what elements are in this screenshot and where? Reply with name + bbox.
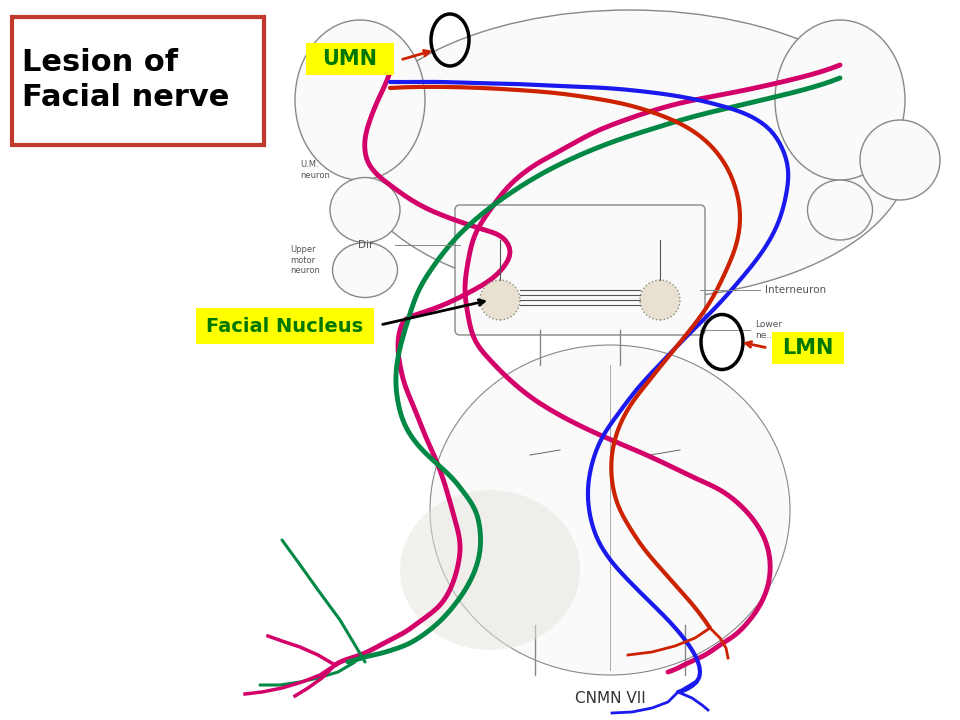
- Text: Lesion of
Facial nerve: Lesion of Facial nerve: [22, 48, 229, 112]
- Text: U.M.
neuron: U.M. neuron: [300, 161, 330, 180]
- Text: CNMN VII: CNMN VII: [575, 691, 645, 706]
- FancyBboxPatch shape: [196, 308, 374, 344]
- Text: Lower
ne...: Lower ne...: [755, 320, 782, 340]
- Ellipse shape: [350, 10, 910, 300]
- Ellipse shape: [807, 180, 873, 240]
- Ellipse shape: [330, 178, 400, 243]
- FancyBboxPatch shape: [306, 43, 394, 75]
- Text: LMN: LMN: [782, 338, 833, 358]
- Ellipse shape: [400, 490, 580, 650]
- Text: Upper
motor
neuron: Upper motor neuron: [290, 245, 320, 275]
- FancyBboxPatch shape: [772, 332, 844, 364]
- FancyBboxPatch shape: [12, 17, 264, 145]
- Text: Dir: Dir: [358, 240, 373, 250]
- Text: Interneuron: Interneuron: [765, 285, 827, 295]
- Ellipse shape: [775, 20, 905, 180]
- Text: Facial Nucleus: Facial Nucleus: [206, 317, 364, 336]
- Ellipse shape: [295, 20, 425, 180]
- Ellipse shape: [860, 120, 940, 200]
- Ellipse shape: [430, 345, 790, 675]
- Ellipse shape: [480, 280, 520, 320]
- Text: UMN: UMN: [323, 49, 377, 69]
- Ellipse shape: [640, 280, 680, 320]
- FancyBboxPatch shape: [455, 205, 705, 335]
- Ellipse shape: [332, 243, 397, 297]
